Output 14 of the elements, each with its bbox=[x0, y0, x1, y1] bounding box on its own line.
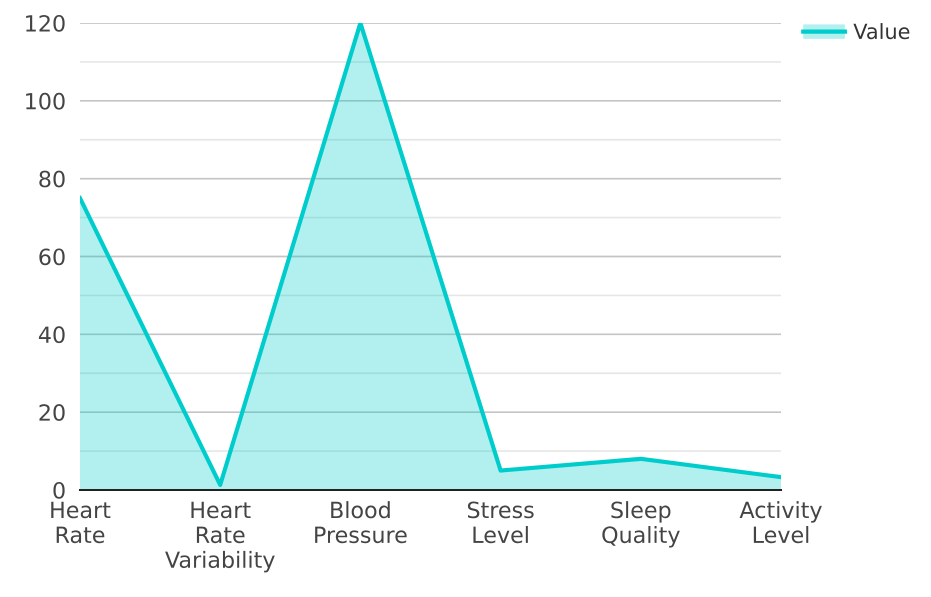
y-tick-label: 120 bbox=[26, 14, 65, 32]
y-tick-label: 40 bbox=[38, 326, 65, 344]
legend-label: Value bbox=[853, 23, 910, 40]
y-tick-label: 100 bbox=[26, 92, 65, 110]
x-tick-label: Stress Level bbox=[468, 502, 534, 544]
y-tick-label: 20 bbox=[39, 404, 65, 421]
y-tick-label: 0 bbox=[53, 482, 65, 499]
x-tick-label: Heart Rate bbox=[51, 502, 110, 544]
x-tick-label: Heart Rate Variability bbox=[165, 502, 275, 572]
x-tick-label: Activity Level bbox=[740, 501, 822, 544]
x-tick-label: Blood Pressure bbox=[315, 501, 407, 544]
y-tick-label: 60 bbox=[39, 248, 65, 266]
y-tick-label: 80 bbox=[39, 170, 65, 188]
x-tick-label: Sleep Quality bbox=[602, 501, 680, 548]
